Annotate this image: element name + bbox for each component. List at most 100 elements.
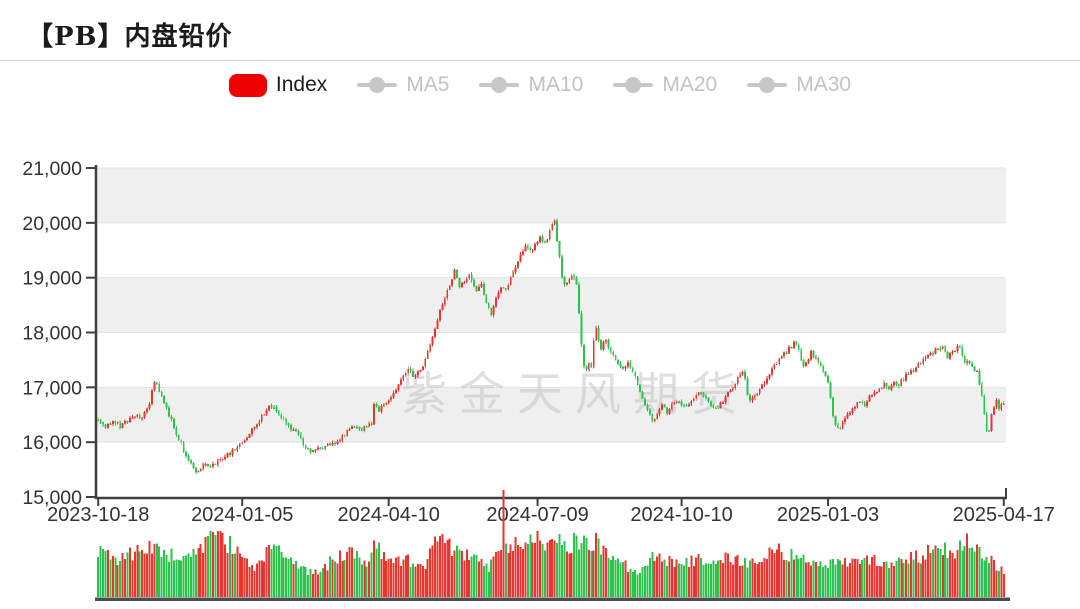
volume-bar (841, 564, 844, 597)
volume-bar (834, 564, 837, 597)
svg-text:21,000: 21,000 (22, 158, 82, 180)
candle-body (111, 421, 114, 424)
candle-body (541, 236, 544, 242)
legend-item-index[interactable]: Index (228, 73, 327, 97)
volume-bar (377, 542, 380, 597)
volume-bar (539, 540, 542, 597)
candle-body (841, 422, 844, 429)
volume-bar (573, 532, 576, 597)
volume-bar (272, 544, 275, 597)
candle-body (646, 405, 649, 411)
volume-bar (949, 550, 952, 597)
ma5-line-dot-icon (357, 77, 398, 93)
volume-bar (495, 552, 498, 597)
candle-body (526, 245, 529, 248)
candle-body (910, 370, 912, 375)
candle-body (749, 395, 751, 401)
volume-bar (922, 555, 925, 597)
candle-body (997, 400, 1000, 410)
title-divider (0, 60, 1080, 61)
candle-body (634, 371, 637, 377)
candle-body (702, 392, 705, 397)
volume-bar (109, 559, 112, 597)
volume-bar (582, 535, 585, 597)
candle-body (617, 359, 620, 364)
candle-body (185, 451, 187, 457)
candle-body (868, 395, 871, 402)
volume-bar (700, 557, 703, 597)
volume-bar (119, 561, 122, 597)
axes: 21,000 20,000 19,000 18,000 17,000 16,000 15,0… (22, 158, 1055, 526)
candle-body (871, 395, 873, 397)
volume-bar (475, 555, 478, 597)
candle-body (583, 344, 585, 367)
candle-body (700, 392, 703, 394)
candle-body (766, 378, 768, 384)
volume-bar (883, 561, 886, 597)
svg-text:17,000: 17,000 (22, 377, 82, 399)
volume-bar (458, 549, 461, 597)
volume-bar (875, 566, 878, 597)
candle-body (607, 339, 610, 348)
volume-bar (961, 550, 964, 597)
legend-item-ma10[interactable]: MA10 (479, 73, 583, 97)
candle-body (119, 422, 122, 428)
volume-bar (971, 547, 974, 597)
candle-body (522, 251, 524, 255)
candle-body (263, 414, 266, 416)
candle-body (600, 339, 602, 350)
candle-body (746, 378, 749, 396)
candle-body (290, 425, 292, 430)
volume-bar (812, 560, 815, 597)
candle-body (280, 414, 283, 419)
volume-bar (246, 558, 249, 597)
candle-body (919, 363, 922, 365)
candle-body (939, 348, 942, 350)
candle-body (546, 239, 549, 243)
volume-bar (319, 571, 322, 597)
legend-item-ma5[interactable]: MA5 (357, 73, 449, 97)
candle-body (605, 339, 607, 342)
candle-body (133, 417, 136, 419)
candle-body (104, 424, 107, 428)
candle-body (170, 416, 173, 420)
volume-bar (643, 566, 646, 597)
volume-bar (807, 562, 810, 597)
volume-bar (282, 557, 285, 597)
candle-body (255, 424, 258, 428)
candle-body (976, 370, 978, 373)
volume-bar (726, 553, 729, 597)
volume-bar (102, 549, 105, 597)
candle-body (905, 373, 908, 381)
volume-bar (387, 559, 390, 597)
volume-bar (185, 555, 188, 597)
volume-bar (99, 545, 102, 597)
svg-text:2023-10-18: 2023-10-18 (47, 504, 149, 526)
volume-bar (619, 562, 622, 597)
volume-bar (761, 561, 764, 597)
candle-body (358, 427, 361, 430)
candle-body (480, 283, 483, 287)
candle-body (304, 445, 307, 449)
candle-body (805, 362, 807, 367)
volume-bar (290, 557, 293, 597)
volume-bar (358, 557, 361, 597)
candle-body (753, 395, 756, 398)
volume-bar (692, 566, 695, 597)
legend-item-ma20[interactable]: MA20 (613, 73, 717, 97)
volume-bar (924, 559, 927, 597)
candle-body (456, 269, 458, 278)
volume-bar (529, 534, 532, 597)
volume-bar (353, 558, 356, 597)
candle-body (631, 367, 634, 372)
candle-body (807, 359, 810, 363)
candle-body (446, 289, 449, 299)
volume-bar (912, 559, 915, 597)
volume-bar (770, 549, 773, 597)
volume-bar (121, 552, 124, 597)
candle-body (502, 287, 505, 289)
volume-bar (138, 551, 141, 597)
candle-body (497, 292, 500, 298)
legend-item-ma30[interactable]: MA30 (747, 73, 851, 97)
